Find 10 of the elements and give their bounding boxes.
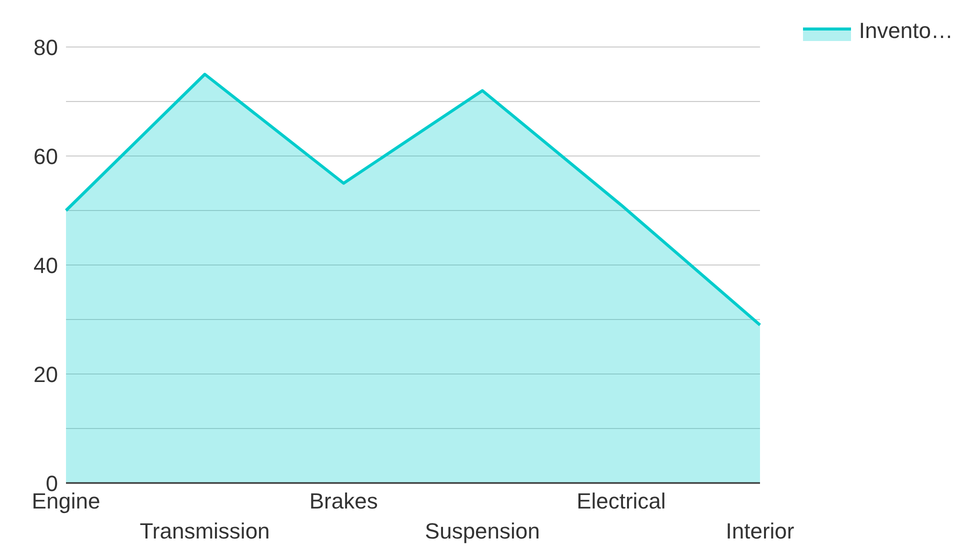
y-tick-label: 80 [34,34,58,60]
y-tick-label: 60 [34,144,58,169]
y-tick-label: 40 [34,252,58,278]
legend-label: Invento… [858,18,953,44]
x-tick-label: Interior [726,518,794,544]
x-tick-label: Brakes [309,488,378,514]
y-tick-label: 20 [34,362,58,387]
x-tick-label: Suspension [424,518,540,544]
x-tick-label: Transmission [140,518,270,544]
x-tick-label: Electrical [576,488,666,514]
